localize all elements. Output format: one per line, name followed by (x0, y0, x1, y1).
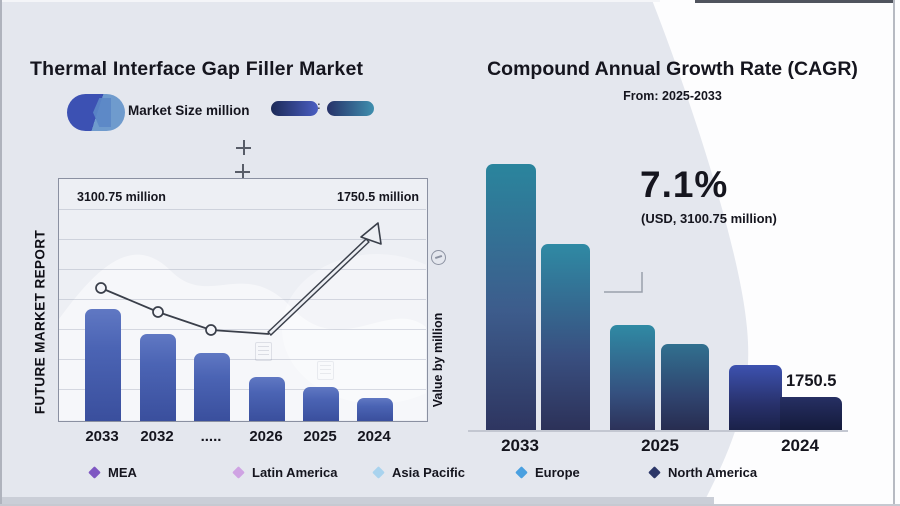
gridline (59, 299, 426, 300)
cagr-bar-2033-left (486, 164, 536, 431)
cagr-bar-2033-right (541, 244, 590, 431)
gridline (59, 389, 426, 390)
legend-label: Asia Pacific (392, 465, 465, 480)
x-label: 2025 (641, 436, 679, 455)
bar-2032 (140, 334, 176, 421)
frame-left-edge (0, 0, 2, 506)
cagr-usd-note: (USD, 3100.75 million) (641, 211, 777, 226)
gridline (59, 329, 426, 330)
cagr-title: Compound Annual Growth Rate (CAGR) (487, 58, 858, 80)
cagr-subtitle: From: 2025-2033 (623, 89, 722, 103)
x-label: 2032 (140, 428, 174, 445)
bar-2026 (249, 377, 285, 421)
start-value-label: 3100.75 million (77, 190, 166, 204)
x-label: 2024 (781, 436, 819, 455)
page-title: Thermal Interface Gap Filler Market (30, 58, 364, 80)
y-axis-label: Value by million (431, 312, 445, 408)
ratio-separator: : (317, 100, 321, 112)
ratio-pill-right-icon (327, 101, 374, 116)
x-axis-line (468, 430, 848, 432)
market-size-chart-panel: 3100.75 million 1750.5 million (58, 178, 428, 422)
market-size-pill-icon (67, 94, 125, 131)
frame-top-edge (0, 0, 660, 2)
legend-label: Europe (535, 465, 580, 480)
legend-label: MEA (108, 465, 137, 480)
bracket-line (604, 272, 643, 293)
cagr-bar-2024-right (780, 397, 842, 431)
gridline (59, 209, 426, 210)
document-watermark-icon (317, 361, 334, 380)
market-size-label: Market Size million (128, 103, 250, 118)
plus-icon (236, 140, 251, 155)
watermark-vertical-label: FUTURE MARKET REPORT (32, 229, 48, 415)
gridline (59, 359, 426, 360)
legend-label: Latin America (252, 465, 338, 480)
x-label: 2026 (249, 428, 283, 445)
cagr-bar-2025-left (610, 325, 655, 431)
bar-2025 (303, 387, 339, 421)
frame-right-edge (893, 0, 895, 506)
cagr-bar-2024-left (729, 365, 782, 431)
gridline (59, 239, 426, 240)
frame-top-dark-edge (695, 0, 894, 3)
x-label: 2024 (357, 428, 391, 445)
circled-minus-icon (431, 250, 446, 265)
ratio-pill-left-icon (271, 101, 318, 116)
gridline (59, 269, 426, 270)
cagr-bar-2025-right (661, 344, 709, 431)
plus-icon (235, 164, 250, 179)
value-label-2024: 1750.5 (786, 372, 837, 390)
cagr-percentage: 7.1% (640, 164, 729, 205)
x-label: 2033 (501, 436, 539, 455)
bar-dots (194, 353, 230, 421)
bar-2033 (85, 309, 121, 421)
x-label: 2033 (85, 428, 119, 445)
bar-2024 (357, 398, 393, 421)
x-label: 2025 (303, 428, 337, 445)
bottom-strip (0, 497, 714, 506)
end-value-label: 1750.5 million (337, 190, 419, 204)
legend-label: North America (668, 465, 758, 480)
document-watermark-icon (255, 342, 272, 361)
x-label: ..... (200, 428, 222, 445)
trend-line-and-arrow (95, 222, 382, 336)
frame-bottom-edge (0, 504, 900, 506)
